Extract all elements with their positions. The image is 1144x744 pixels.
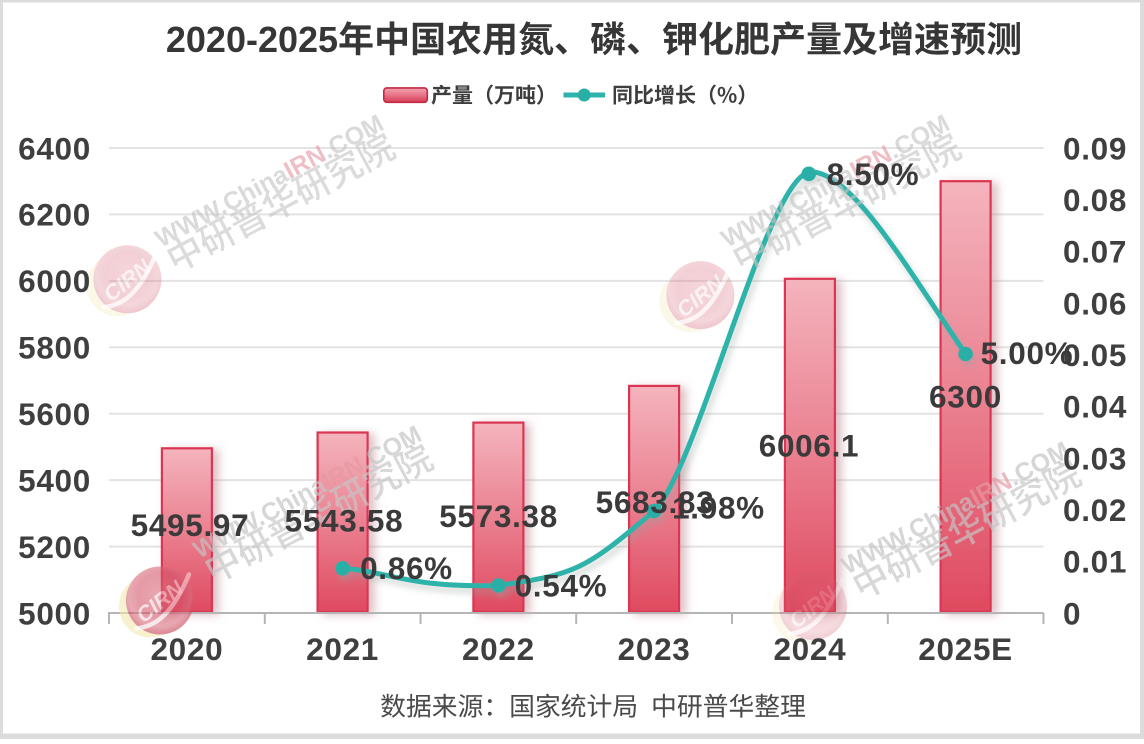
svg-text:6000: 6000 — [18, 263, 91, 299]
svg-text:6200: 6200 — [18, 197, 91, 233]
svg-text:5200: 5200 — [18, 529, 91, 565]
svg-text:5800: 5800 — [18, 330, 91, 366]
svg-text:2021: 2021 — [306, 631, 379, 667]
svg-text:5683.83: 5683.83 — [596, 484, 715, 520]
svg-text:6006.1: 6006.1 — [759, 427, 860, 463]
svg-text:5.00%: 5.00% — [981, 335, 1074, 371]
svg-text:2022: 2022 — [462, 631, 535, 667]
svg-text:8.50%: 8.50% — [827, 156, 920, 192]
svg-text:2020-2025: 2020-2025 — [166, 19, 338, 60]
svg-text:0.08: 0.08 — [1063, 182, 1127, 218]
svg-text:6300: 6300 — [929, 378, 1002, 414]
svg-text:0.01: 0.01 — [1063, 544, 1127, 580]
svg-text:0.07: 0.07 — [1063, 234, 1127, 270]
svg-text:0.86%: 0.86% — [360, 550, 453, 586]
svg-text:5573.38: 5573.38 — [439, 498, 558, 534]
svg-text:2020: 2020 — [150, 631, 223, 667]
svg-text:0.02: 0.02 — [1063, 492, 1127, 528]
svg-text:2023: 2023 — [618, 631, 691, 667]
svg-text:5600: 5600 — [18, 396, 91, 432]
svg-text:5543.58: 5543.58 — [285, 502, 404, 538]
svg-text:2024: 2024 — [773, 631, 846, 667]
svg-text:0.54%: 0.54% — [515, 568, 608, 604]
svg-text:0.05: 0.05 — [1063, 337, 1127, 373]
svg-text:6400: 6400 — [18, 130, 91, 166]
svg-text:1.98%: 1.98% — [672, 489, 765, 525]
svg-text:5400: 5400 — [18, 462, 91, 498]
svg-text:0.09: 0.09 — [1063, 130, 1127, 166]
svg-text:0.06: 0.06 — [1063, 285, 1127, 321]
svg-text:0.03: 0.03 — [1063, 440, 1127, 476]
svg-text:2025E: 2025E — [918, 631, 1013, 667]
svg-text:0.04: 0.04 — [1063, 389, 1127, 425]
svg-text:0: 0 — [1063, 595, 1081, 631]
svg-text:5000: 5000 — [18, 595, 91, 631]
svg-text:5495.97: 5495.97 — [131, 507, 250, 543]
